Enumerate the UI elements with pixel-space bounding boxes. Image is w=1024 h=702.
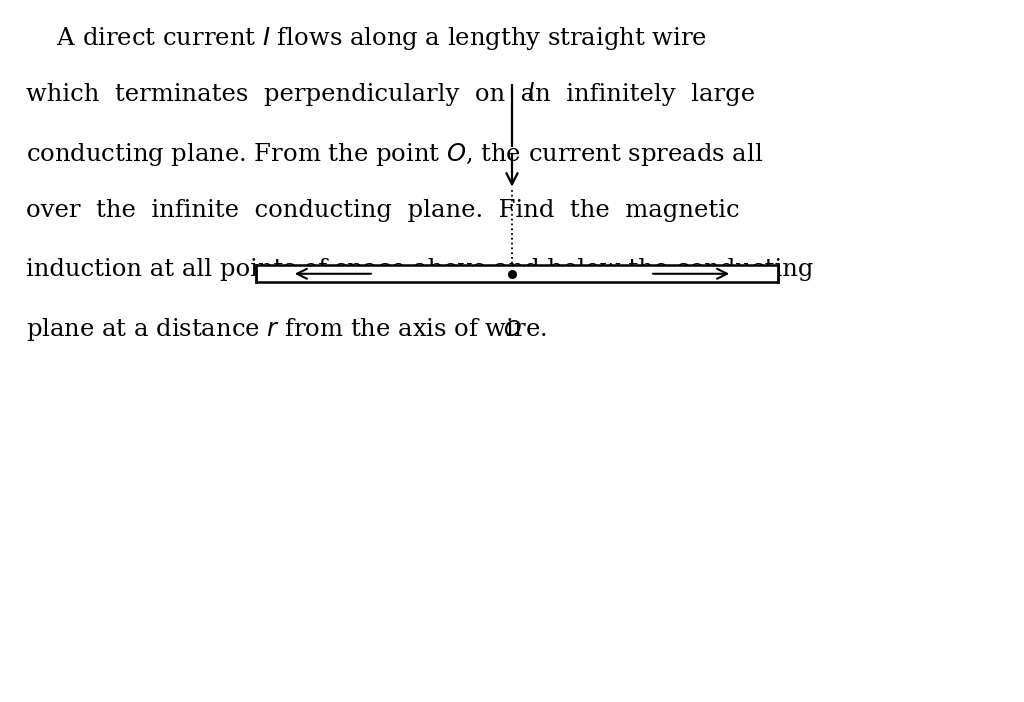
Text: conducting plane. From the point $O$, the current spreads all: conducting plane. From the point $O$, th… <box>26 141 763 168</box>
Text: plane at a distance $r$ from the axis of wire.: plane at a distance $r$ from the axis of… <box>26 316 547 343</box>
Text: A direct current $I$ flows along a lengthy straight wire: A direct current $I$ flows along a lengt… <box>26 25 707 51</box>
Text: over  the  infinite  conducting  plane.  Find  the  magnetic: over the infinite conducting plane. Find… <box>26 199 739 223</box>
Text: induction at all points of space above and below the conducting: induction at all points of space above a… <box>26 258 813 281</box>
Text: $O$: $O$ <box>503 319 521 341</box>
Text: which  terminates  perpendicularly  on  an  infinitely  large: which terminates perpendicularly on an i… <box>26 83 755 106</box>
Text: $I$: $I$ <box>527 81 536 102</box>
Polygon shape <box>256 265 778 282</box>
